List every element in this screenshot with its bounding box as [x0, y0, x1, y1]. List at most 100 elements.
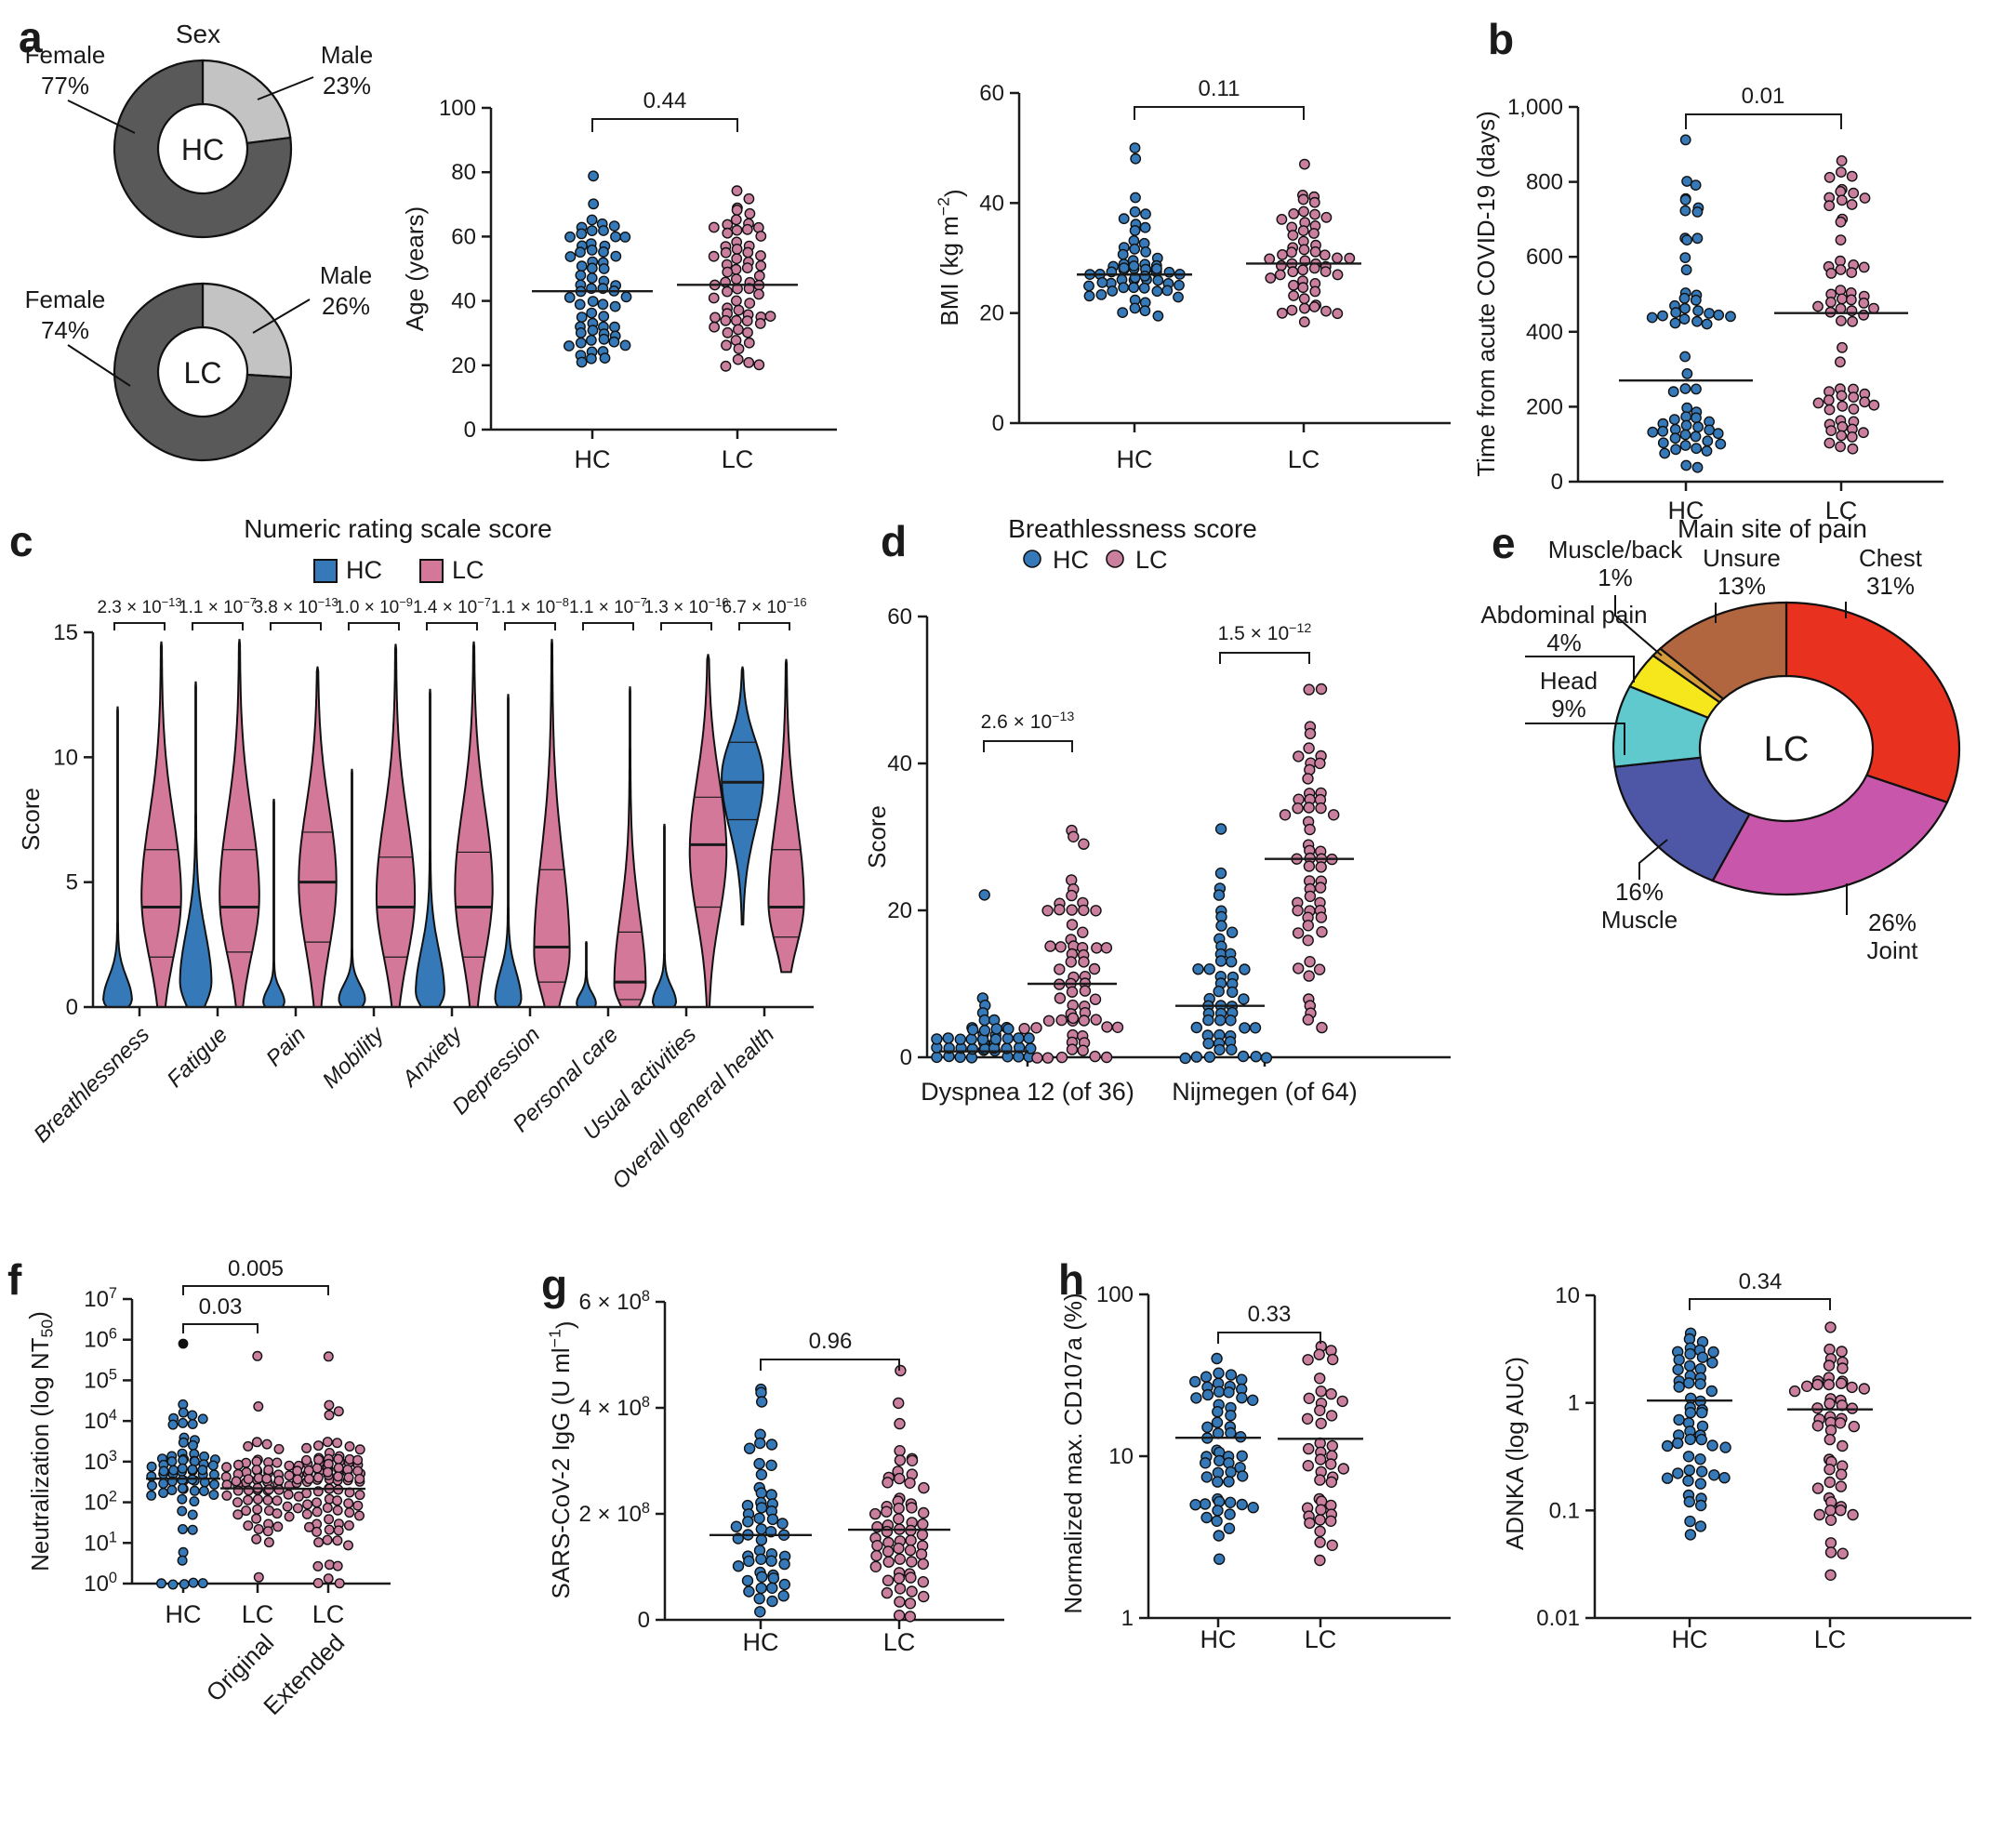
data-point — [755, 1582, 767, 1595]
panel-letter-d: d — [881, 517, 907, 565]
data-point — [1682, 1475, 1694, 1487]
data-point — [1044, 940, 1056, 952]
data-point — [1055, 1051, 1068, 1064]
significance-bracket — [1689, 1298, 1831, 1310]
data-point — [301, 1454, 312, 1465]
swarm-points-breathlessness-2 — [1179, 823, 1273, 1065]
data-point — [177, 1493, 188, 1505]
data-point — [609, 300, 621, 312]
data-point — [312, 1497, 323, 1508]
data-point — [1315, 802, 1327, 815]
data-point — [344, 1440, 355, 1452]
data-point — [1319, 249, 1331, 261]
data-point — [253, 1523, 264, 1534]
data-point — [1835, 356, 1846, 368]
leader-line — [1614, 595, 1663, 656]
legend-swatch-HC — [313, 559, 338, 583]
data-point — [1679, 383, 1691, 394]
data-point — [1327, 809, 1340, 821]
data-point — [1848, 403, 1860, 415]
data-point — [1292, 802, 1304, 815]
data-point — [1836, 166, 1847, 179]
data-point — [1719, 1441, 1731, 1453]
data-point — [1646, 312, 1658, 324]
data-point — [304, 1521, 315, 1532]
donut-label: 4% — [1546, 629, 1582, 656]
data-point — [1836, 1346, 1848, 1358]
data-point — [273, 1484, 285, 1495]
data-point — [1226, 926, 1239, 938]
data-point — [1203, 962, 1215, 975]
data-point — [1825, 425, 1837, 436]
data-point-outlier — [178, 1338, 189, 1349]
data-point — [1001, 1032, 1015, 1045]
data-point — [1679, 134, 1691, 146]
data-point — [272, 1495, 283, 1506]
data-point — [1304, 727, 1317, 740]
tick-label: 1,000 — [1507, 95, 1563, 120]
data-point — [733, 324, 744, 336]
leader-line — [252, 298, 311, 334]
donut-label: 74% — [41, 316, 89, 344]
data-point — [1681, 367, 1693, 379]
data-point — [1672, 1467, 1684, 1479]
data-point — [1152, 274, 1164, 286]
data-point — [1299, 302, 1310, 314]
data-point — [312, 1560, 324, 1571]
data-point — [1286, 304, 1298, 316]
data-point — [252, 1350, 263, 1361]
data-point — [263, 1465, 274, 1476]
data-point — [894, 1583, 907, 1595]
data-point — [586, 262, 598, 274]
data-point — [1174, 279, 1185, 291]
data-point — [1673, 1354, 1685, 1366]
tick-label: 107 — [84, 1285, 117, 1312]
data-point — [167, 1579, 179, 1590]
data-point — [197, 1413, 208, 1425]
category-label: Pain — [261, 1022, 311, 1071]
data-point — [730, 214, 742, 226]
data-point — [221, 1462, 232, 1473]
data-point — [1847, 1508, 1859, 1521]
data-point — [241, 1505, 252, 1517]
swarm-points-adnka-1 — [1788, 1321, 1871, 1582]
data-point — [741, 223, 753, 235]
data-point — [1691, 206, 1704, 218]
data-point — [302, 1499, 313, 1510]
donut-label: Muscle/back — [1548, 536, 1683, 564]
x-label: HC — [166, 1600, 202, 1628]
data-point — [598, 245, 609, 258]
data-point — [1705, 1385, 1718, 1398]
x-label: HC — [1672, 1625, 1708, 1653]
chart-sex-lc: Female 74% Male 26% LC — [25, 261, 372, 462]
panel-letter-h: h — [1058, 1255, 1084, 1304]
data-point — [1274, 269, 1286, 281]
data-point — [586, 334, 597, 346]
data-point — [1679, 252, 1691, 263]
data-point — [178, 1546, 189, 1558]
data-point — [1692, 421, 1704, 433]
data-point — [251, 1533, 262, 1545]
donut-label: Female — [25, 285, 106, 313]
data-point — [1288, 290, 1300, 301]
tick-label: 101 — [84, 1529, 117, 1556]
data-point — [1702, 435, 1714, 447]
swarm-points-bmi-1 — [1264, 158, 1356, 328]
tick-label: 20 — [979, 301, 1004, 326]
data-point — [743, 1555, 755, 1568]
donut-label: Unsure — [1703, 544, 1781, 572]
data-point — [283, 1489, 294, 1500]
data-point — [731, 204, 743, 216]
significance-bracket — [182, 1285, 329, 1295]
data-point — [741, 315, 753, 326]
data-point — [904, 1611, 916, 1623]
tick-label: 105 — [84, 1366, 117, 1393]
data-point — [1695, 1433, 1708, 1446]
data-point — [1279, 809, 1292, 821]
data-point — [733, 304, 745, 316]
p-value: 1.3 × 10−16 — [643, 595, 728, 617]
data-point — [1292, 927, 1305, 939]
data-point — [1078, 904, 1090, 917]
data-point — [904, 1544, 917, 1557]
